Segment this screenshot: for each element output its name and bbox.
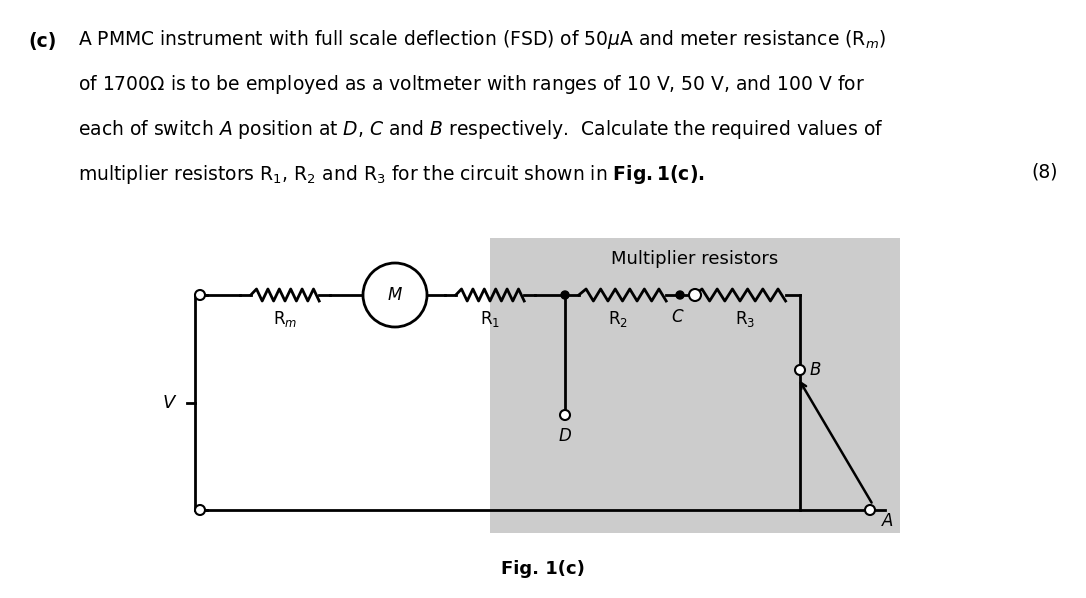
Text: M: M xyxy=(388,286,402,304)
Text: V: V xyxy=(163,393,175,411)
Circle shape xyxy=(560,410,570,420)
Text: R$_2$: R$_2$ xyxy=(607,309,628,329)
Text: R$_m$: R$_m$ xyxy=(273,309,298,329)
Circle shape xyxy=(195,290,205,300)
Text: R$_1$: R$_1$ xyxy=(480,309,500,329)
Text: Fig. 1(c): Fig. 1(c) xyxy=(501,560,585,578)
Text: C: C xyxy=(671,308,683,326)
Circle shape xyxy=(689,289,700,301)
Text: R$_3$: R$_3$ xyxy=(735,309,755,329)
Text: Multiplier resistors: Multiplier resistors xyxy=(611,250,779,268)
Circle shape xyxy=(675,291,684,299)
Circle shape xyxy=(795,365,805,375)
Text: of 1700$\Omega$ is to be employed as a voltmeter with ranges of 10 V, 50 V, and : of 1700$\Omega$ is to be employed as a v… xyxy=(78,73,864,96)
Circle shape xyxy=(866,505,875,515)
Text: B: B xyxy=(810,361,821,379)
Text: (8): (8) xyxy=(1032,163,1058,182)
Text: D: D xyxy=(558,427,571,445)
Circle shape xyxy=(195,505,205,515)
FancyBboxPatch shape xyxy=(490,238,900,533)
Circle shape xyxy=(561,291,569,299)
Circle shape xyxy=(363,263,427,327)
Text: each of switch $\it{A}$ position at $\it{D}$, $\it{C}$ and $\it{B}$ respectively: each of switch $\it{A}$ position at $\it… xyxy=(78,118,883,141)
Text: multiplier resistors R$_1$, R$_2$ and R$_3$ for the circuit shown in $\bf{Fig. 1: multiplier resistors R$_1$, R$_2$ and R$… xyxy=(78,163,705,186)
Text: (c): (c) xyxy=(28,32,56,51)
Text: A PMMC instrument with full scale deflection (FSD) of 50$\mu$A and meter resista: A PMMC instrument with full scale deflec… xyxy=(78,28,886,51)
Text: A: A xyxy=(882,512,894,530)
